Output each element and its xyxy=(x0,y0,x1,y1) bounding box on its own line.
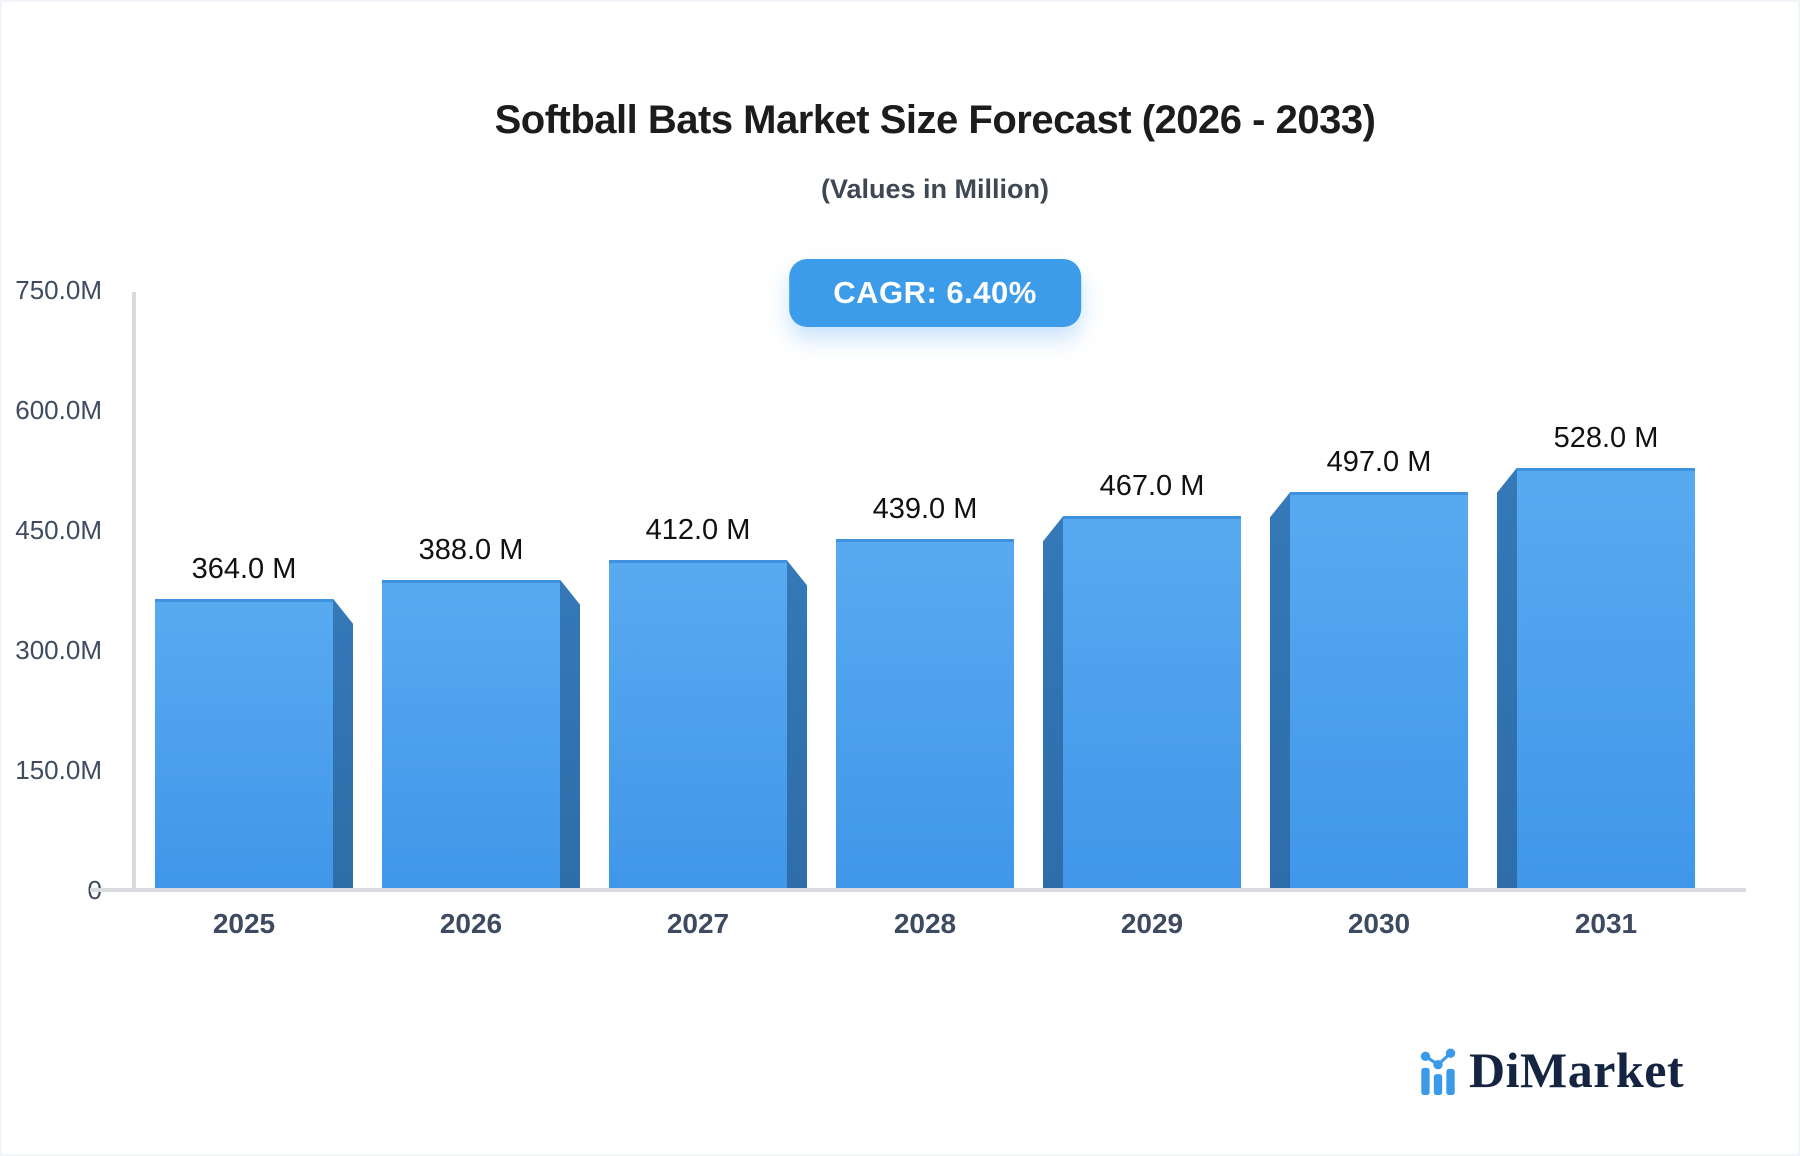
bar-2030[interactable] xyxy=(1290,492,1468,890)
bar-3d-side-2030 xyxy=(1270,492,1290,890)
bar-value-label-2027: 412.0 M xyxy=(645,514,751,547)
y-axis-tick-label: 0 xyxy=(2,875,102,906)
chart-title: Softball Bats Market Size Forecast (2026… xyxy=(494,98,1376,142)
y-axis-tick-label: 600.0M xyxy=(15,395,102,425)
x-axis-label-2028: 2028 xyxy=(893,908,957,939)
bar-value-label-2030: 497.0 M xyxy=(1326,446,1432,479)
bar-2029[interactable] xyxy=(1063,516,1241,890)
x-axis-label-2027: 2027 xyxy=(666,908,730,939)
y-axis-tick-label: 300.0M xyxy=(15,635,102,665)
dimarket-bars-icon xyxy=(1420,1048,1456,1095)
bar-3d-side-2026 xyxy=(560,579,580,890)
bar-2031[interactable] xyxy=(1517,467,1695,890)
x-axis-line xyxy=(90,888,1746,892)
y-axis-tick-label: 150.0M xyxy=(15,755,102,785)
brand-logo: DiMarket xyxy=(1420,1044,1684,1096)
bar-2025[interactable] xyxy=(155,598,333,890)
bar-value-label-2028: 439.0 M xyxy=(872,492,978,525)
y-axis-line xyxy=(132,292,136,891)
bar-value-label-2025: 364.0 M xyxy=(191,552,297,585)
bar-3d-side-2031 xyxy=(1497,467,1517,890)
x-axis-label-2030: 2030 xyxy=(1347,908,1411,939)
x-axis-label-2031: 2031 xyxy=(1574,908,1638,939)
bar-3d-side-2027 xyxy=(787,560,807,890)
bar-3d-side-2025 xyxy=(333,598,353,890)
y-axis-tick-label: 450.0M xyxy=(15,515,102,545)
bar-2027[interactable] xyxy=(609,560,787,890)
bar-value-label-2029: 467.0 M xyxy=(1099,470,1205,503)
x-axis-label-2025: 2025 xyxy=(212,908,276,939)
bar-value-label-2031: 528.0 M xyxy=(1553,421,1659,454)
y-axis-tick-label: 750.0M xyxy=(15,275,102,305)
bar-3d-side-2029 xyxy=(1043,516,1063,890)
bar-2028[interactable] xyxy=(836,538,1014,890)
chart-subtitle: (Values in Million) xyxy=(820,174,1050,204)
brand-name: DiMarket xyxy=(1469,1042,1685,1098)
bar-value-label-2026: 388.0 M xyxy=(418,533,524,566)
x-axis-label-2026: 2026 xyxy=(439,908,503,939)
x-axis-label-2029: 2029 xyxy=(1120,908,1184,939)
bar-2026[interactable] xyxy=(382,579,560,890)
cagr-badge: CAGR: 6.40% xyxy=(789,259,1081,327)
